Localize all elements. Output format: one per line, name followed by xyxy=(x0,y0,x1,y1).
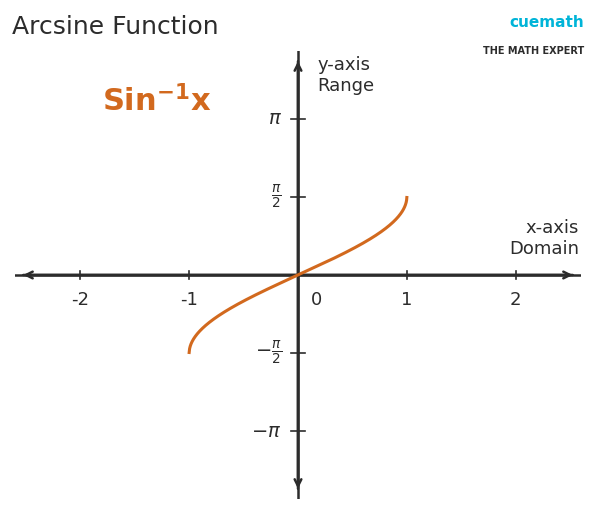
Text: $-\pi$: $-\pi$ xyxy=(252,422,282,441)
Text: x-axis
Domain: x-axis Domain xyxy=(509,219,579,258)
Text: -2: -2 xyxy=(72,291,89,309)
Text: 1: 1 xyxy=(401,291,412,309)
Text: 0: 0 xyxy=(311,291,322,309)
Text: -1: -1 xyxy=(180,291,198,309)
Text: 2: 2 xyxy=(510,291,522,309)
Text: THE MATH EXPERT: THE MATH EXPERT xyxy=(483,46,584,56)
Text: $\pi$: $\pi$ xyxy=(268,109,282,128)
Text: $\frac{\pi}{2}$: $\frac{\pi}{2}$ xyxy=(271,182,282,211)
Text: $-\frac{\pi}{2}$: $-\frac{\pi}{2}$ xyxy=(254,339,282,368)
Text: cuemath: cuemath xyxy=(510,15,584,30)
Text: $\mathbf{Sin^{-1}x}$: $\mathbf{Sin^{-1}x}$ xyxy=(102,84,212,117)
Text: Arcsine Function: Arcsine Function xyxy=(12,15,219,40)
Text: y-axis
Range: y-axis Range xyxy=(318,56,375,95)
